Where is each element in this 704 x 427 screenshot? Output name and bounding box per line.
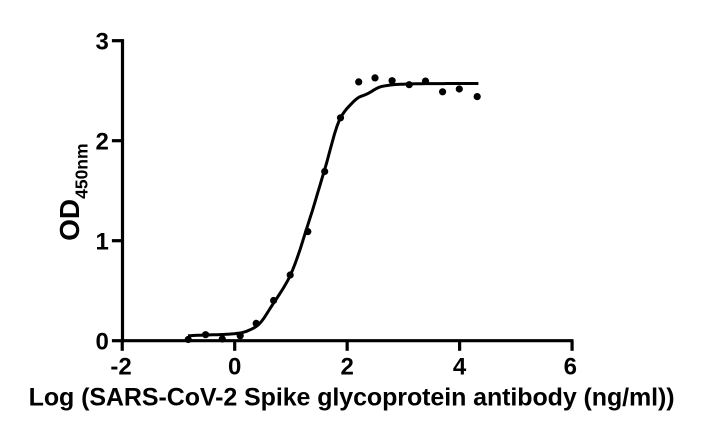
svg-text:2: 2 <box>341 353 354 380</box>
svg-text:0: 0 <box>228 353 241 380</box>
svg-text:OD450nm: OD450nm <box>54 143 92 240</box>
svg-text:-2: -2 <box>110 353 131 380</box>
svg-text:2: 2 <box>95 128 108 155</box>
svg-text:6: 6 <box>564 353 577 380</box>
svg-text:4: 4 <box>453 353 467 380</box>
svg-text:0: 0 <box>95 328 108 355</box>
svg-text:3: 3 <box>95 28 108 55</box>
svg-text:Log (SARS-CoV-2 Spike glycopro: Log (SARS-CoV-2 Spike glycoprotein antib… <box>29 384 675 412</box>
svg-text:1: 1 <box>95 228 108 255</box>
